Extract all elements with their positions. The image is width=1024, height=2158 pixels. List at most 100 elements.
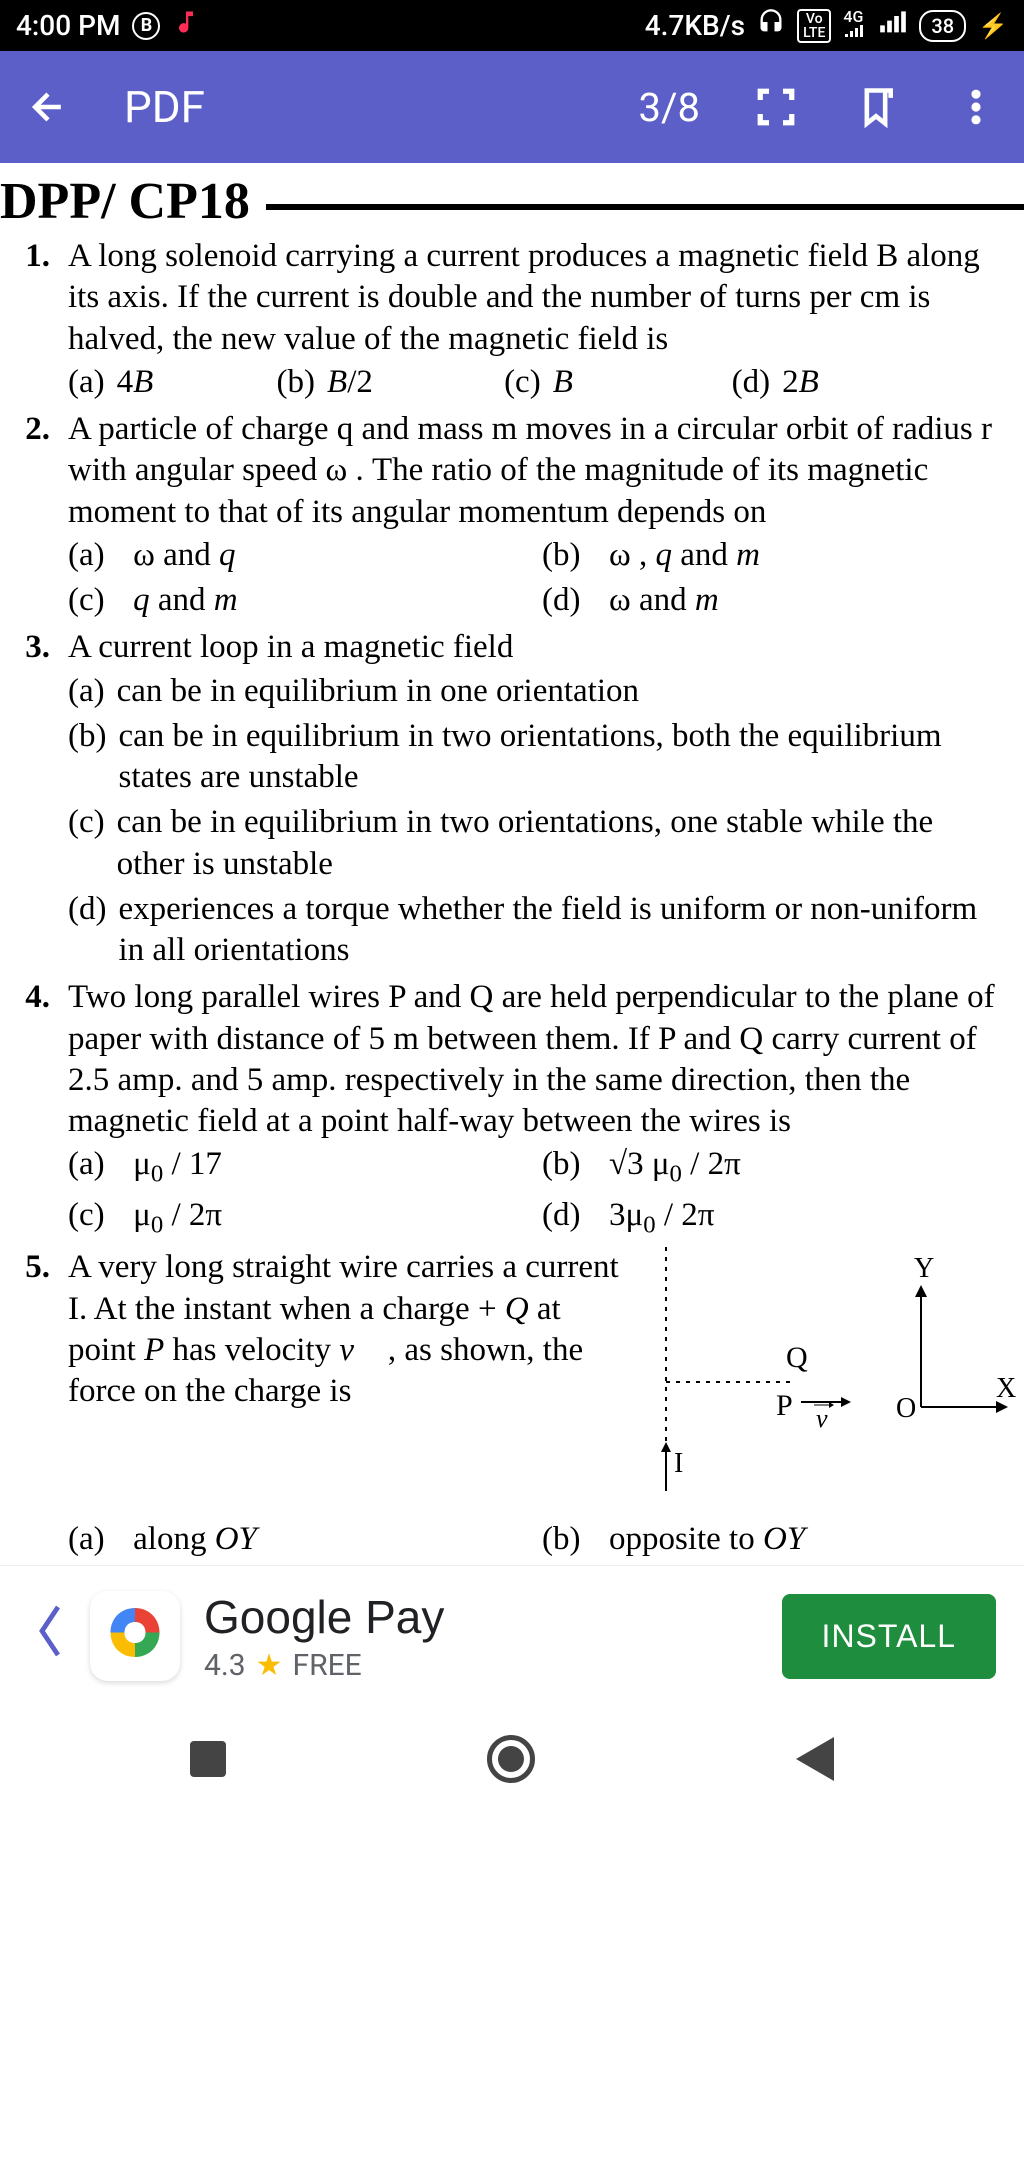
- network-label: 4G: [843, 9, 867, 25]
- q1-opt-d: (d) 2B: [732, 360, 847, 405]
- q2-opt-a: (a) ω and q: [68, 533, 542, 578]
- android-nav-bar: [0, 1707, 1024, 1823]
- q5-opt-a: (a) along OY: [68, 1517, 542, 1562]
- q1-c-text: B: [553, 362, 601, 403]
- app-bar: PDF 3/8: [0, 51, 1024, 163]
- nav-back-button[interactable]: [796, 1737, 834, 1781]
- q1-b-label: (b): [277, 362, 327, 403]
- q5-a-label: (a): [68, 1519, 117, 1560]
- q4-opt-a: (a) μ0 / 17: [68, 1142, 542, 1193]
- q3-opt-c: (c) can be in equilibrium in two orienta…: [68, 800, 1016, 887]
- q2-d-label: (d): [542, 580, 592, 621]
- diagram-Q: Q: [786, 1341, 808, 1374]
- diagram-O: O: [896, 1393, 916, 1424]
- q1-c-label: (c): [504, 362, 553, 403]
- q5-diagram: I Q P v: [636, 1247, 1016, 1507]
- q3-c-label: (c): [68, 802, 117, 885]
- q3-a-text: can be in equilibrium in one orientation: [117, 671, 1016, 712]
- q2-num: 2.: [0, 409, 68, 623]
- question-1: 1. A long solenoid carrying a current pr…: [0, 234, 1024, 407]
- status-left: 4:00 PM B: [16, 8, 200, 43]
- q3-d-label: (d): [68, 889, 118, 972]
- headset-icon: [757, 8, 785, 43]
- back-button[interactable]: [24, 83, 72, 131]
- q5-b-text: opposite to OY: [592, 1519, 833, 1560]
- q1-a-label: (a): [68, 362, 117, 403]
- q2-options: (a) ω and q (b) ω , q and m (c) q and m …: [68, 533, 1016, 624]
- ad-close-icon[interactable]: [28, 1599, 66, 1673]
- question-4: 4. Two long parallel wires P and Q are h…: [0, 975, 1024, 1245]
- q4-num: 4.: [0, 977, 68, 1243]
- q3-b-label: (b): [68, 716, 118, 799]
- q1-options: (a) 4B (b) B/2 (c) B (d) 2B: [68, 360, 1016, 405]
- question-5: 5. A very long straight wire carries a c…: [0, 1245, 1024, 1509]
- q4-a-text: μ0 / 17: [117, 1144, 250, 1191]
- ad-rating: 4.3: [204, 1648, 246, 1683]
- q2-b-label: (b): [542, 535, 592, 576]
- q5-num: 5.: [0, 1247, 68, 1507]
- page-indicator: 3/8: [639, 84, 700, 131]
- q2-b-text: ω , q and m: [592, 535, 787, 576]
- q5-text: A very long straight wire carries a curr…: [68, 1247, 628, 1507]
- diagram-v: v: [816, 1404, 828, 1433]
- q3-opt-b: (b) can be in equilibrium in two orienta…: [68, 714, 1016, 801]
- bookmark-button[interactable]: [852, 83, 900, 131]
- document-content[interactable]: DPP/ CP18 1. A long solenoid carrying a …: [0, 163, 1024, 1565]
- volte-icon: Vo LTE: [797, 9, 831, 43]
- q2-opt-c: (c) q and m: [68, 578, 542, 623]
- q4-b-label: (b): [542, 1144, 592, 1191]
- q3-b-text: can be in equilibrium in two orientation…: [118, 716, 1016, 799]
- q1-a-text: 4B: [117, 362, 182, 403]
- q4-a-label: (a): [68, 1144, 117, 1191]
- ad-text-block: Google Pay 4.3 ★ FREE: [204, 1590, 758, 1683]
- q2-c-text: q and m: [117, 580, 266, 621]
- fullscreen-button[interactable]: [752, 83, 800, 131]
- doc-header-row: DPP/ CP18: [0, 163, 1024, 234]
- q4-c-text: μ0 / 2π: [117, 1195, 250, 1242]
- q3-num: 3.: [0, 627, 68, 973]
- network-4g: 4G: [843, 9, 867, 42]
- diagram-X: X: [996, 1373, 1016, 1404]
- q4-d-text: 3μ0 / 2π: [592, 1195, 742, 1242]
- q2-text: A particle of charge q and mass m moves …: [68, 409, 1016, 533]
- more-button[interactable]: [952, 83, 1000, 131]
- q1-d-label: (d): [732, 362, 782, 403]
- q4-text: Two long parallel wires P and Q are held…: [68, 977, 1016, 1142]
- signal-icon: [879, 9, 907, 42]
- q4-d-label: (d): [542, 1195, 592, 1242]
- q4-opt-c: (c) μ0 / 2π: [68, 1193, 542, 1244]
- q1-num: 1.: [0, 236, 68, 405]
- status-icon-b: B: [132, 12, 160, 40]
- q3-opt-d: (d) experiences a torque whether the fie…: [68, 887, 1016, 974]
- battery-level: 38: [931, 14, 954, 38]
- q4-opt-d: (d) 3μ0 / 2π: [542, 1193, 1016, 1244]
- install-button[interactable]: INSTALL: [782, 1594, 996, 1679]
- question-3: 3. A current loop in a magnetic field (a…: [0, 625, 1024, 975]
- gpay-icon[interactable]: [90, 1591, 180, 1681]
- q5-opt-b: (b) opposite to OY: [542, 1517, 1016, 1562]
- nav-recent-button[interactable]: [190, 1741, 226, 1777]
- diagram-P: P: [776, 1389, 793, 1422]
- q4-opt-b: (b) √3 μ0 / 2π: [542, 1142, 1016, 1193]
- q2-opt-b: (b) ω , q and m: [542, 533, 1016, 578]
- ad-subtitle: 4.3 ★ FREE: [204, 1648, 758, 1683]
- diagram-Y: Y: [914, 1253, 934, 1284]
- q1-d-text: 2B: [782, 362, 847, 403]
- status-speed: 4.7KB/s: [645, 9, 745, 42]
- ad-title: Google Pay: [204, 1590, 758, 1644]
- q1-opt-a: (a) 4B: [68, 360, 277, 405]
- q1-opt-b: (b) B/2: [277, 360, 505, 405]
- q4-c-label: (c): [68, 1195, 117, 1242]
- q3-c-text: can be in equilibrium in two orientation…: [117, 802, 1016, 885]
- star-icon: ★: [256, 1648, 283, 1683]
- doc-header: DPP/ CP18: [0, 169, 266, 234]
- q2-d-text: ω and m: [592, 580, 746, 621]
- charging-icon: ⚡: [978, 12, 1008, 40]
- volte-top: Vo: [803, 12, 825, 26]
- ad-banner: Google Pay 4.3 ★ FREE INSTALL: [0, 1565, 1024, 1707]
- q3-text: A current loop in a magnetic field: [68, 627, 1016, 668]
- ad-free-label: FREE: [293, 1648, 362, 1683]
- volte-bot: LTE: [803, 26, 825, 40]
- nav-home-button[interactable]: [487, 1735, 535, 1783]
- q5-a-text: along OY: [117, 1519, 285, 1560]
